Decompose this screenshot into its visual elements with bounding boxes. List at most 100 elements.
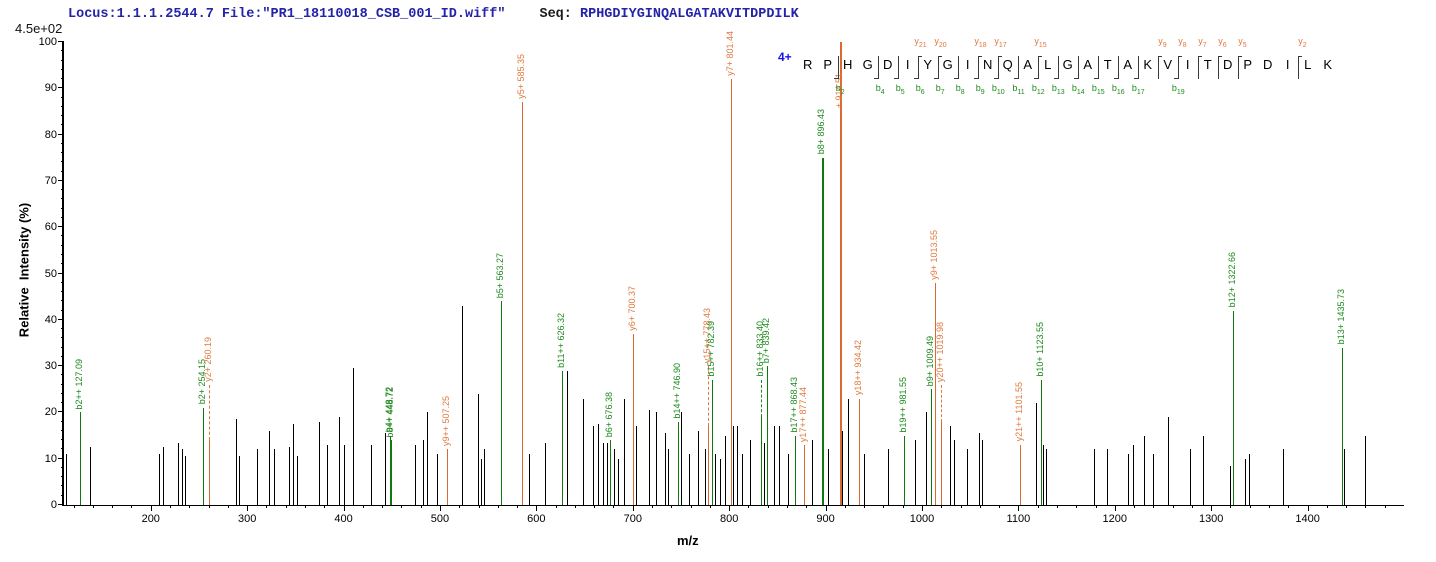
x-minor-tick bbox=[1269, 505, 1271, 508]
b-ion-peak bbox=[1342, 347, 1344, 505]
y-minor-tick bbox=[61, 466, 64, 468]
peak bbox=[1244, 458, 1246, 505]
y-minor-tick bbox=[61, 124, 64, 126]
y-minor-tick bbox=[61, 281, 64, 283]
x-minor-tick bbox=[767, 505, 769, 508]
x-minor-tick bbox=[1076, 505, 1078, 508]
x-minor-tick bbox=[324, 505, 326, 508]
y-minor-tick bbox=[61, 420, 64, 422]
y-fragment-label: y18 bbox=[974, 36, 987, 49]
x-minor-tick bbox=[305, 505, 306, 508]
residue-letter: L bbox=[1304, 57, 1312, 72]
cleavage-mark bbox=[1033, 56, 1042, 79]
peak bbox=[293, 423, 295, 505]
peak bbox=[414, 444, 416, 505]
cleavage-mark bbox=[1133, 56, 1139, 79]
x-minor-tick bbox=[1365, 505, 1367, 508]
x-major-tick bbox=[1018, 505, 1020, 511]
peak bbox=[159, 454, 161, 505]
cleavage-mark bbox=[1073, 56, 1079, 79]
residue-letter: Q bbox=[1002, 57, 1013, 72]
y-minor-tick bbox=[61, 115, 64, 117]
peak bbox=[477, 393, 479, 505]
cleavage-mark bbox=[913, 56, 922, 79]
b-ion-peak-label: b2++ 127.09 bbox=[74, 358, 85, 410]
b-ion-peak bbox=[931, 389, 933, 505]
y-major-tick bbox=[58, 226, 64, 228]
y-ion-peak bbox=[858, 398, 860, 505]
cleavage-mark bbox=[1217, 56, 1222, 79]
b-ion-peak bbox=[390, 435, 392, 505]
peak bbox=[1282, 449, 1284, 505]
y-tick-label: 60 bbox=[44, 221, 57, 234]
y-tick-label: 80 bbox=[44, 128, 57, 141]
x-minor-tick bbox=[1191, 505, 1193, 508]
b-ion-peak bbox=[761, 417, 763, 505]
x-minor-tick bbox=[459, 505, 461, 508]
cleavage-mark bbox=[933, 56, 942, 79]
y-minor-tick bbox=[61, 253, 64, 255]
peak bbox=[437, 454, 439, 505]
peak bbox=[736, 426, 738, 505]
peak bbox=[1344, 449, 1346, 505]
peak bbox=[1093, 449, 1095, 505]
x-tick-label: 600 bbox=[527, 513, 546, 525]
x-minor-tick bbox=[1037, 505, 1039, 508]
residue-cell: P bbox=[1238, 36, 1258, 96]
peak bbox=[319, 421, 321, 505]
residue-letter: P bbox=[1243, 57, 1253, 72]
y-tick-label: 50 bbox=[44, 267, 57, 280]
label-leader-line bbox=[208, 384, 210, 441]
y-ion-peak bbox=[522, 102, 524, 505]
x-minor-tick bbox=[671, 505, 673, 508]
peak bbox=[65, 454, 67, 505]
peak bbox=[750, 440, 752, 505]
cleavage-mark bbox=[1197, 56, 1202, 79]
label-leader-line bbox=[941, 384, 943, 422]
residue-letter: K bbox=[1143, 57, 1153, 72]
residue-letter: I bbox=[1285, 57, 1290, 72]
x-minor-tick bbox=[574, 505, 576, 508]
peak bbox=[864, 454, 866, 505]
x-major-tick bbox=[632, 505, 634, 511]
y-minor-tick bbox=[61, 383, 64, 385]
y-fragment-label: y15 bbox=[1034, 36, 1047, 49]
y-ion-peak-label: y21++ 1101.55 bbox=[1013, 382, 1024, 442]
peak bbox=[177, 442, 179, 505]
x-minor-tick bbox=[1153, 505, 1155, 508]
y-minor-tick bbox=[61, 59, 64, 61]
b-fragment-label: b4 bbox=[875, 83, 885, 96]
label-leader-line bbox=[761, 380, 763, 418]
x-minor-tick bbox=[1095, 505, 1097, 508]
y-tick-label: 30 bbox=[44, 360, 57, 373]
x-minor-tick bbox=[999, 505, 1001, 508]
peak bbox=[733, 426, 735, 505]
y-tick-label: 20 bbox=[44, 406, 57, 419]
peak bbox=[1107, 449, 1109, 505]
peak bbox=[812, 440, 814, 505]
sequence-text: RPHGDIYGINQALGATAKVITDPDILK bbox=[580, 7, 799, 22]
residue-letter: H bbox=[842, 57, 853, 72]
residue-letter: D bbox=[882, 57, 893, 72]
b-ion-peak-label: b8+ 896.43 bbox=[816, 109, 827, 155]
y-ion-peak bbox=[708, 426, 710, 505]
peak bbox=[338, 417, 340, 505]
x-minor-tick bbox=[652, 505, 654, 508]
peak bbox=[427, 412, 429, 505]
x-minor-tick bbox=[517, 505, 519, 508]
x-tick-label: 1200 bbox=[1102, 513, 1128, 525]
residue-letter: T bbox=[1103, 57, 1112, 72]
b-ion-peak-label: b13+ 1435.73 bbox=[1336, 289, 1347, 345]
peak bbox=[1046, 449, 1048, 505]
peak bbox=[481, 458, 483, 505]
b-fragment-label: b19 bbox=[1171, 83, 1185, 96]
